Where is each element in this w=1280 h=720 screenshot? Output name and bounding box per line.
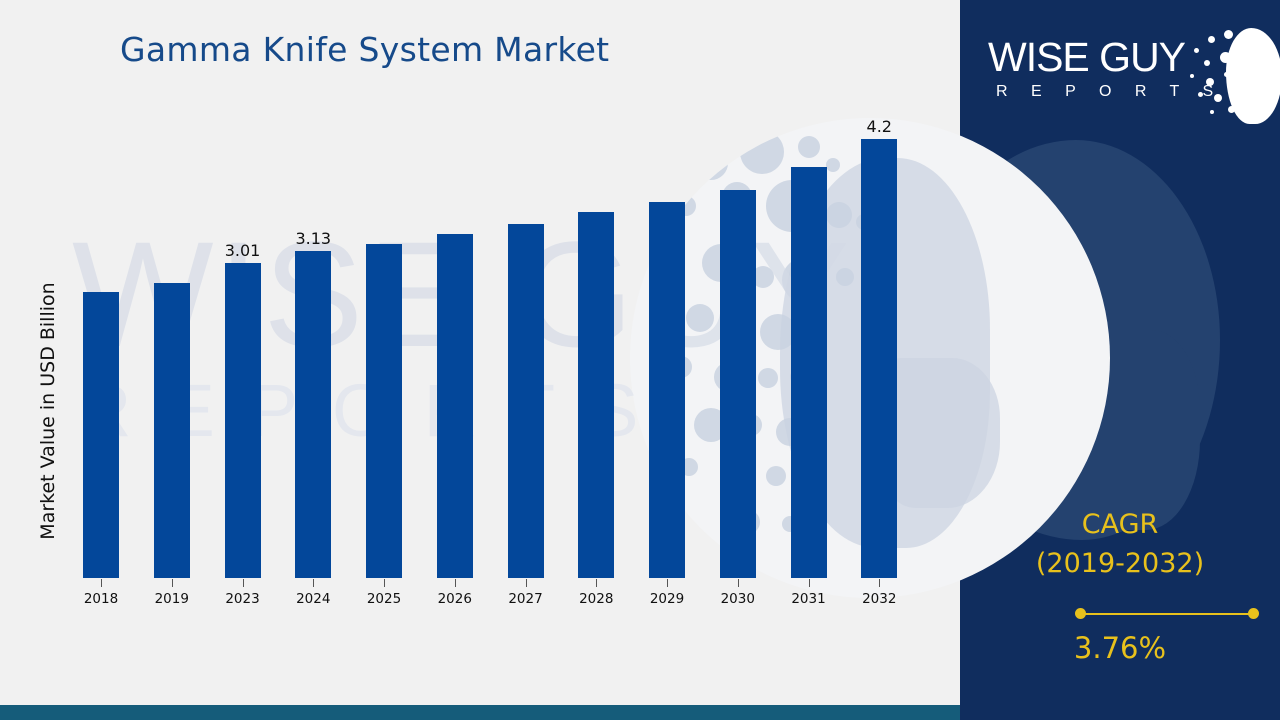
x-tick-2018	[101, 579, 102, 587]
bar-2030	[719, 190, 756, 578]
x-tick-2019	[171, 579, 173, 587]
brand-logo: WISE GUY R E P O R T S	[988, 28, 1280, 124]
x-tick-label-2018: 2018	[83, 591, 119, 607]
x-tick-2027	[525, 579, 527, 587]
bar-2023	[224, 263, 261, 578]
page-title: Gamma Knife System Market	[120, 30, 610, 69]
x-tick-2032	[879, 579, 881, 587]
x-tick-label-2030: 2030	[720, 591, 755, 607]
x-tick-label-2031: 2031	[791, 591, 826, 607]
footer-accent-bar	[0, 705, 960, 720]
x-tick-2031	[808, 579, 810, 587]
bar-value-label-2024: 3.13	[295, 228, 332, 248]
bar-2026	[436, 234, 473, 578]
bar-value-label-2032: 4.2	[866, 117, 892, 137]
bar-2028	[578, 212, 615, 578]
x-tick-2029	[667, 579, 668, 587]
bar-2024	[295, 250, 332, 578]
x-tick-label-2029: 2029	[649, 591, 685, 607]
x-tick-label-2028: 2028	[579, 591, 614, 607]
cagr-label: CAGR	[1081, 509, 1159, 540]
logo-subwordmark: R E P O R T S	[996, 83, 1223, 100]
bar-2027	[507, 223, 544, 578]
x-tick-label-2027: 2027	[508, 591, 543, 607]
cagr-block: CAGR (2019-2032)	[960, 505, 1280, 583]
cagr-value: 3.76%	[1073, 631, 1167, 665]
cagr-period: (2019-2032)	[1035, 548, 1205, 580]
bar-series: 2018 2019 3.01 2023 3.13 2024 2025 2026 2027 2028…	[83, 117, 898, 607]
x-tick-label-2019: 2019	[154, 591, 189, 607]
bar-value-label-2023: 3.01	[224, 241, 261, 261]
cagr-divider-dot-left	[1075, 608, 1086, 619]
bar-2025	[366, 243, 402, 578]
x-tick-2026	[454, 579, 456, 587]
bar-2029	[649, 201, 685, 578]
x-tick-label-2023: 2023	[225, 591, 260, 607]
logo-wordmark: WISE GUY	[988, 34, 1186, 80]
x-tick-label-2032: 2032	[862, 591, 897, 607]
bar-2018	[83, 291, 119, 578]
logo-dots-icon	[1184, 26, 1280, 124]
plot-area: Market Value in USD Billion 2018 2019 3.01…	[37, 117, 898, 607]
logo-head-icon	[1226, 28, 1280, 124]
x-tick-2028	[596, 579, 598, 587]
bar-2032	[861, 139, 898, 578]
cagr-divider	[1075, 608, 1259, 619]
x-tick-label-2026: 2026	[437, 591, 472, 607]
x-tick-label-2025: 2025	[366, 591, 402, 607]
x-tick-label-2024: 2024	[296, 591, 331, 607]
cagr-divider-line	[1081, 612, 1253, 615]
bar-2019	[153, 283, 190, 578]
cagr-divider-dot-right	[1248, 608, 1259, 619]
x-tick-2024	[313, 579, 315, 587]
bar-2031	[790, 167, 827, 578]
x-tick-2025	[384, 579, 385, 587]
x-tick-2023	[242, 579, 244, 587]
x-tick-2030	[737, 579, 739, 587]
